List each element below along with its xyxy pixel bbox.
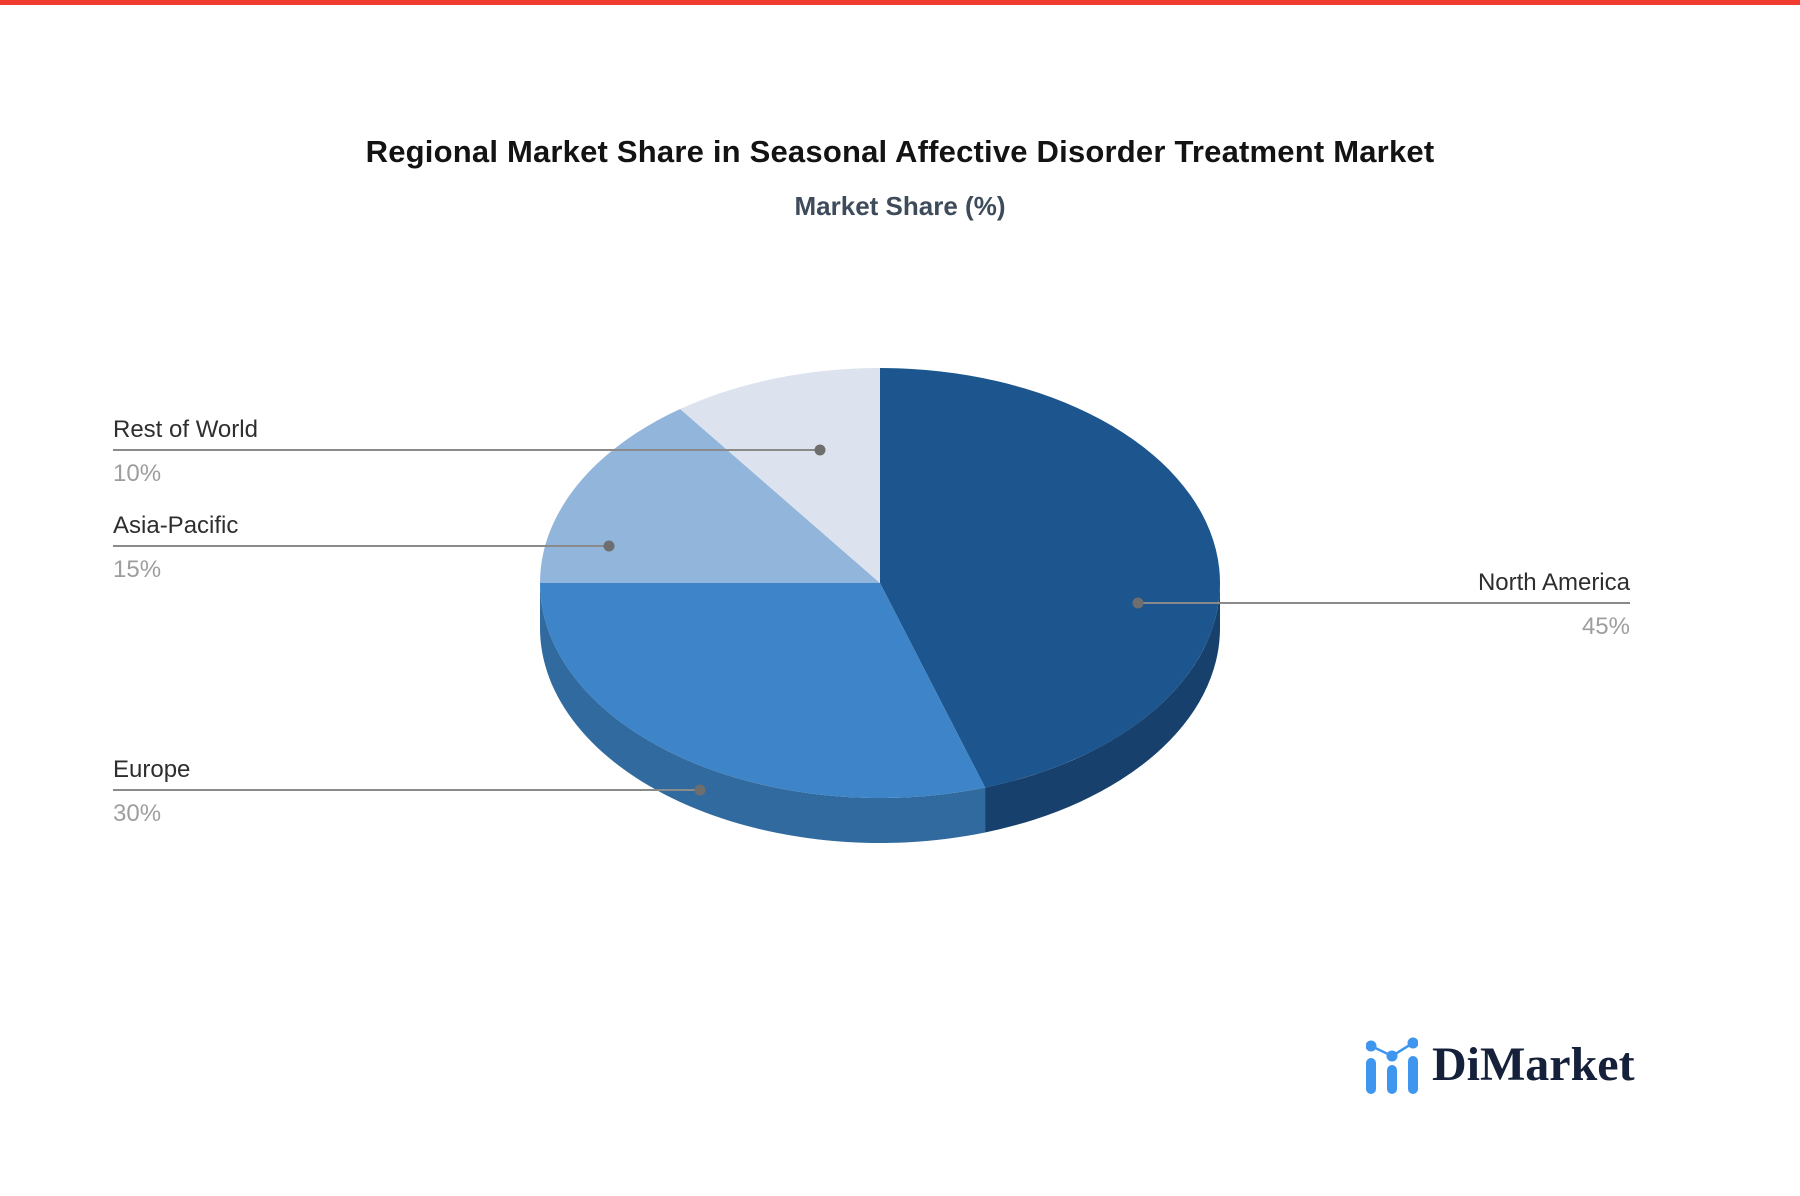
slice-label-europe: Europe	[113, 756, 191, 783]
slice-value-europe: 30%	[113, 800, 162, 827]
chart-title: Regional Market Share in Seasonal Affect…	[365, 134, 1435, 169]
bar-chart-logo-icon	[1366, 1037, 1418, 1094]
slice-label-rest-of-world: Rest of World	[113, 416, 258, 443]
chart-subtitle: Market Share (%)	[794, 191, 1006, 221]
leader-dot-europe	[694, 784, 706, 796]
slice-label-north-america: North America	[1477, 569, 1630, 596]
pie-slice-north-america[interactable]	[880, 368, 1220, 788]
brand-logo-text: DiMarket	[1432, 1038, 1635, 1091]
slice-value-asia-pacific: 15%	[113, 556, 162, 583]
slice-value-rest-of-world: 10%	[113, 460, 162, 487]
pie-slice-side-north-america	[985, 583, 1220, 833]
top-accent-strip	[0, 0, 1800, 5]
leader-dot-asia-pacific	[603, 540, 615, 552]
pie-slice-side-europe	[540, 583, 986, 844]
brand-logo: DiMarket	[1366, 1036, 1635, 1094]
pie-slice-europe[interactable]	[540, 583, 986, 798]
leader-dot-north-america	[1132, 597, 1144, 609]
slice-value-north-america: 45%	[1581, 613, 1630, 640]
leader-dot-rest-of-world	[814, 444, 826, 456]
pie-slice-rest-of-world[interactable]	[680, 368, 880, 583]
slice-label-asia-pacific: Asia-Pacific	[113, 512, 239, 539]
pie-slice-asia-pacific[interactable]	[540, 409, 880, 583]
